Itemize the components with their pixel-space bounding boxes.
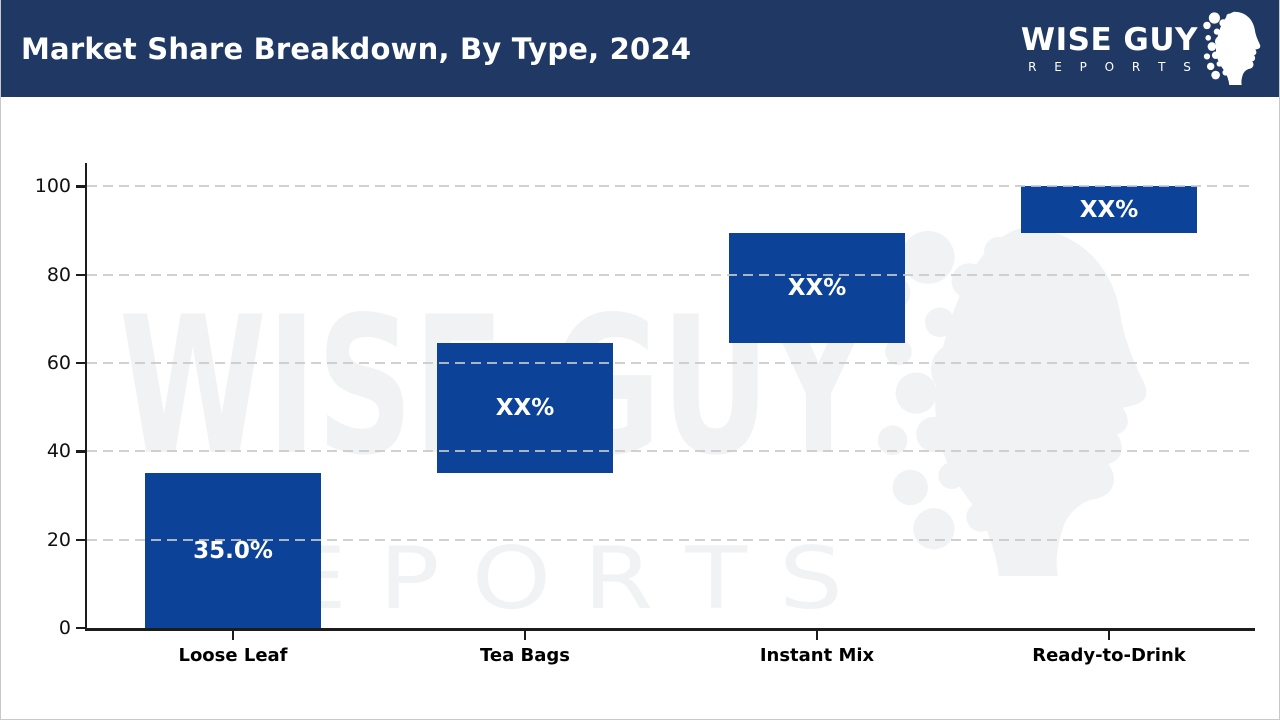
x-tick-mark bbox=[231, 630, 235, 640]
bar-value-label: XX% bbox=[787, 274, 847, 301]
gridline-40 bbox=[87, 450, 1255, 453]
y-tick-mark bbox=[76, 361, 85, 365]
x-axis-line bbox=[85, 628, 1255, 631]
x-category-label: Ready-to-Drink bbox=[1032, 645, 1186, 666]
y-axis-line bbox=[85, 163, 88, 630]
y-tick-label: 100 bbox=[34, 175, 71, 198]
y-tick-mark bbox=[76, 538, 85, 542]
x-tick-mark bbox=[1107, 630, 1111, 640]
logo-head-icon bbox=[1203, 11, 1261, 85]
logo-wordmark: WISE GUY bbox=[1020, 21, 1198, 58]
x-tick-mark bbox=[523, 630, 527, 640]
gridline-20 bbox=[87, 538, 1255, 541]
bar-value-label: XX% bbox=[1079, 196, 1139, 223]
y-tick-label: 0 bbox=[58, 617, 71, 639]
y-tick-mark bbox=[76, 273, 85, 277]
x-category-label: Instant Mix bbox=[759, 645, 875, 666]
gridline-100 bbox=[87, 185, 1255, 188]
gridline-80 bbox=[87, 273, 1255, 276]
y-tick-label: 80 bbox=[46, 263, 71, 286]
x-category-label: Loose Leaf bbox=[178, 645, 288, 666]
logo-subtext: R E P O R T S bbox=[1028, 59, 1198, 74]
report-title: Market Share Breakdown, By Type, 2024 bbox=[21, 31, 692, 66]
y-tick-label: 60 bbox=[46, 351, 71, 374]
y-tick-mark bbox=[76, 185, 85, 188]
gridline-60 bbox=[87, 361, 1255, 364]
wiseguy-logo: WISE GUY R E P O R T S bbox=[1021, 8, 1264, 90]
bar-value-label: XX% bbox=[495, 395, 555, 422]
y-tick-label: 40 bbox=[46, 440, 71, 463]
logo-text: WISE GUY R E P O R T S bbox=[1020, 21, 1198, 74]
chart-region: WISE GUY R E P O R T S 0 20 40 60 80 100 35.0%… bbox=[1, 97, 1279, 719]
bar-value-label: 35.0% bbox=[193, 537, 273, 564]
y-tick-mark bbox=[76, 627, 85, 630]
bar-segment-0 bbox=[145, 473, 321, 628]
report-header: Market Share Breakdown, By Type, 2024 WI… bbox=[1, 0, 1279, 97]
y-tick-mark bbox=[76, 450, 85, 453]
x-category-label: Tea Bags bbox=[480, 645, 570, 666]
y-tick-label: 20 bbox=[46, 528, 71, 551]
bar-segment-3 bbox=[1021, 186, 1197, 233]
x-tick-mark bbox=[815, 630, 819, 640]
